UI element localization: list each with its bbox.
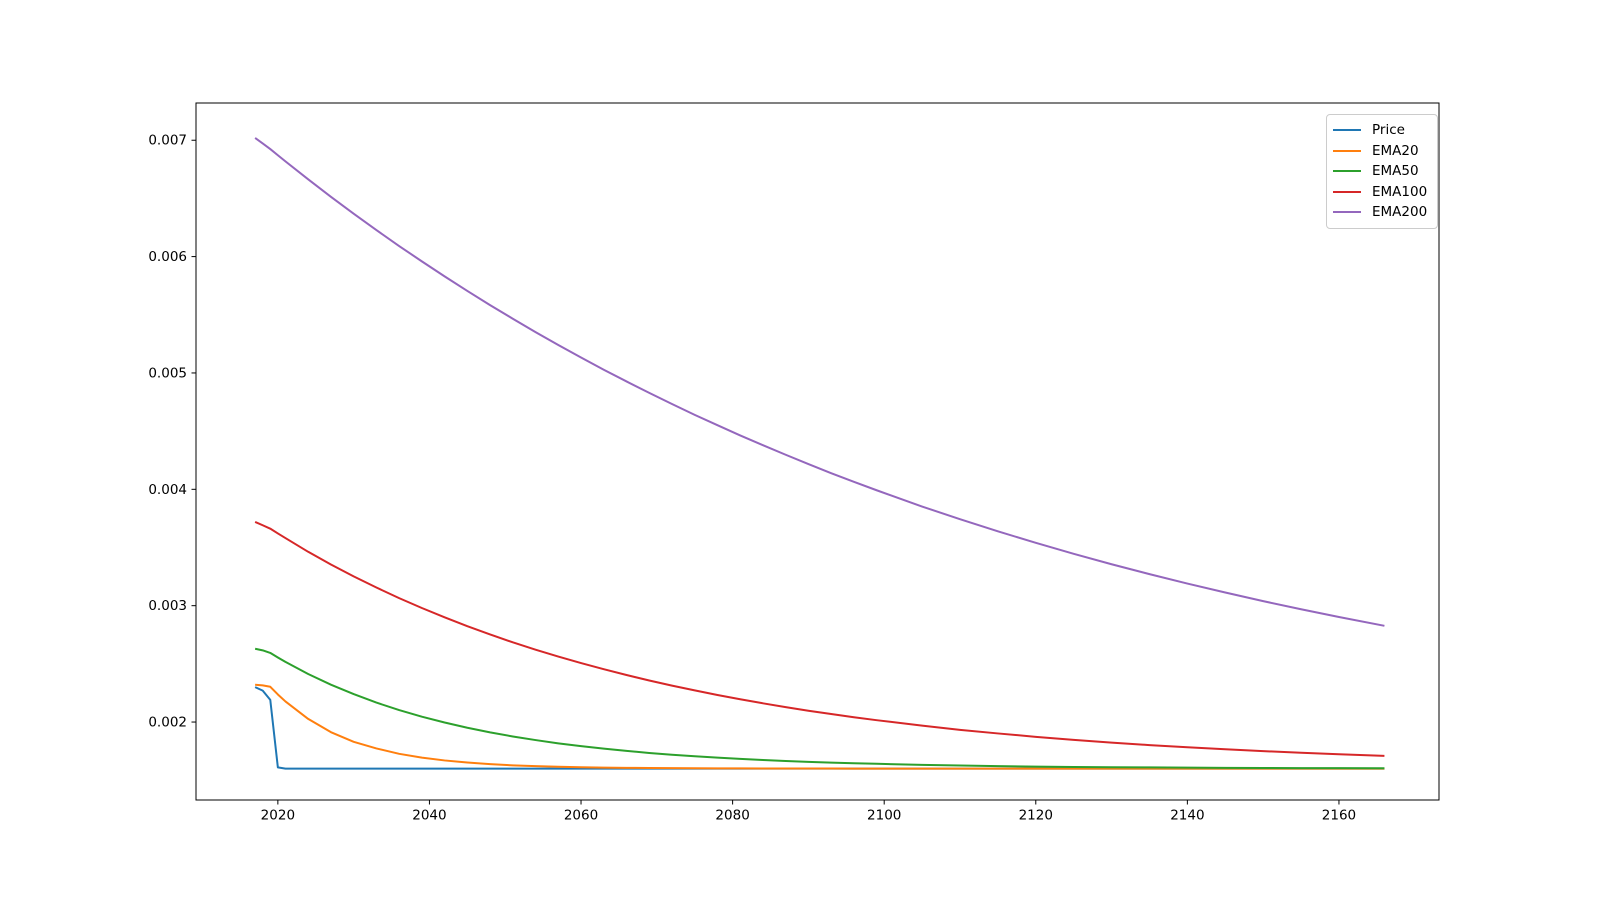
x-tick-label: 2020 — [261, 808, 295, 824]
legend-swatch-price — [1333, 129, 1361, 132]
legend-item-price: Price — [1333, 120, 1429, 141]
y-tick-label: 0.005 — [148, 365, 187, 381]
series-line-ema20 — [255, 683, 1385, 770]
legend-item-ema50: EMA50 — [1333, 161, 1429, 182]
y-tick-label: 0.003 — [148, 598, 187, 614]
legend-label: EMA50 — [1372, 163, 1419, 179]
x-tick-label: 2140 — [1170, 808, 1204, 824]
y-tick-label: 0.006 — [148, 249, 187, 265]
y-tick-label: 0.004 — [148, 482, 187, 498]
x-tick-label: 2100 — [867, 808, 901, 824]
legend-item-ema200: EMA200 — [1333, 202, 1429, 223]
series-line-ema200 — [254, 137, 1385, 627]
y-tick-label: 0.007 — [148, 133, 187, 149]
legend-item-ema20: EMA20 — [1333, 141, 1429, 162]
legend-label: EMA20 — [1372, 142, 1419, 159]
legend-swatch-ema200 — [1333, 211, 1361, 214]
y-tick-label: 0.002 — [148, 715, 187, 731]
legend: Price EMA20 EMA50 EMA100 EMA200 — [1326, 114, 1438, 229]
x-tick-label: 2040 — [412, 808, 446, 824]
legend-swatch-ema20 — [1333, 149, 1361, 152]
series-line-ema50 — [254, 647, 1385, 770]
legend-label: EMA100 — [1372, 183, 1428, 200]
series-line-ema100 — [254, 520, 1385, 757]
legend-swatch-ema50 — [1333, 170, 1361, 173]
x-tick-label: 2080 — [715, 808, 749, 824]
x-tick-label: 2120 — [1019, 808, 1053, 824]
x-tick-label: 2160 — [1322, 808, 1356, 824]
x-tick-label: 2060 — [564, 808, 598, 824]
legend-item-ema100: EMA100 — [1333, 182, 1429, 203]
legend-label: Price — [1372, 122, 1405, 138]
legend-label: EMA200 — [1372, 204, 1428, 220]
legend-swatch-ema100 — [1333, 190, 1361, 193]
plot-area — [195, 102, 1440, 801]
